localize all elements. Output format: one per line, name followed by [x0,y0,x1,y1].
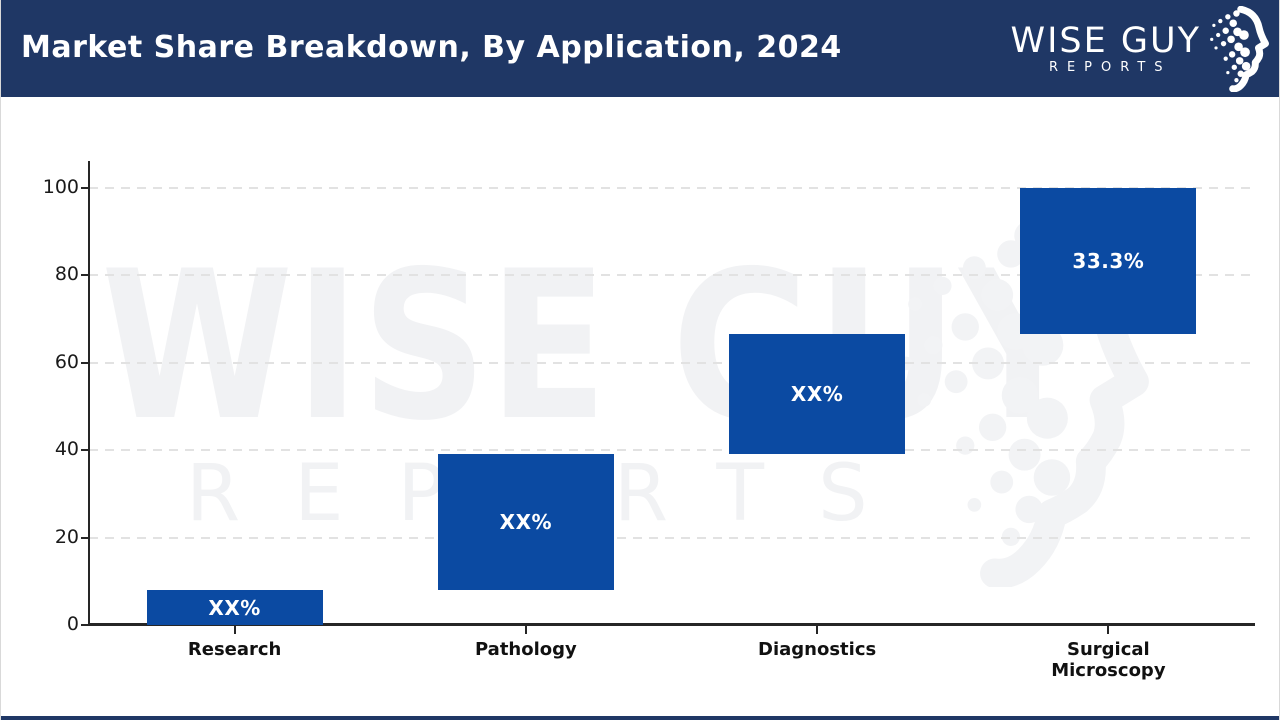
x-tick-mark-diagnostics [816,626,819,634]
x-axis-line [88,623,1255,626]
y-tick-label: 80 [54,263,79,286]
bar-surgical-microscopy [1020,188,1197,334]
bar-research [146,590,323,625]
y-tick-label: 60 [54,350,79,373]
y-tick-label: 20 [54,525,79,548]
category-label-diagnostics: Diagnostics [758,639,877,660]
y-tick-label: 100 [42,176,79,198]
category-label-pathology: Pathology [474,639,577,660]
x-tick-mark-pathology [524,626,527,634]
y-tick-mark [81,361,89,364]
x-tick-mark-research [233,626,236,634]
y-tick-label: 0 [66,613,79,635]
chart-area: WISE GUY REPORTS 020406080100XX%Research… [1,97,1279,716]
gridline-20 [89,536,1254,539]
logo-line1: WISE GUY [1010,20,1201,61]
y-axis-spine [88,161,90,626]
category-label-surgical-microscopy: Surgical Microscopy [1051,639,1166,681]
gridline-60 [89,361,1254,364]
brand-logo: WISE GUY REPORTS [1010,4,1273,94]
bar-value-label-research: XX% [208,595,261,620]
category-label-research: Research [187,639,282,660]
head-dots-icon [1210,6,1269,92]
header: Market Share Breakdown, By Application, … [1,0,1279,97]
y-tick-mark [81,187,89,189]
bar-value-label-pathology: XX% [499,510,553,535]
logo-line2: REPORTS [1048,60,1172,76]
chart-title: Market Share Breakdown, By Application, … [21,29,842,65]
y-tick-mark [81,624,89,626]
y-tick-mark [81,449,89,452]
bar-value-label-diagnostics: XX% [790,381,844,406]
watermark-wordmark: WISE GUY [101,228,1088,466]
x-tick-mark-surgical-microscopy [1107,626,1110,634]
bottom-accent-bar [1,716,1279,720]
bar-diagnostics [729,333,906,455]
y-tick-label: 40 [54,438,79,461]
logo-wordmark: WISE GUY REPORTS [1010,20,1201,76]
gridline-40 [89,449,1254,452]
gridline-80 [89,274,1254,277]
y-tick-mark [81,536,89,539]
gridline-100 [89,187,1254,189]
bar-value-label-surgical-microscopy: 33.3% [1072,248,1145,273]
bar-pathology [437,454,614,591]
y-tick-mark [81,274,89,277]
